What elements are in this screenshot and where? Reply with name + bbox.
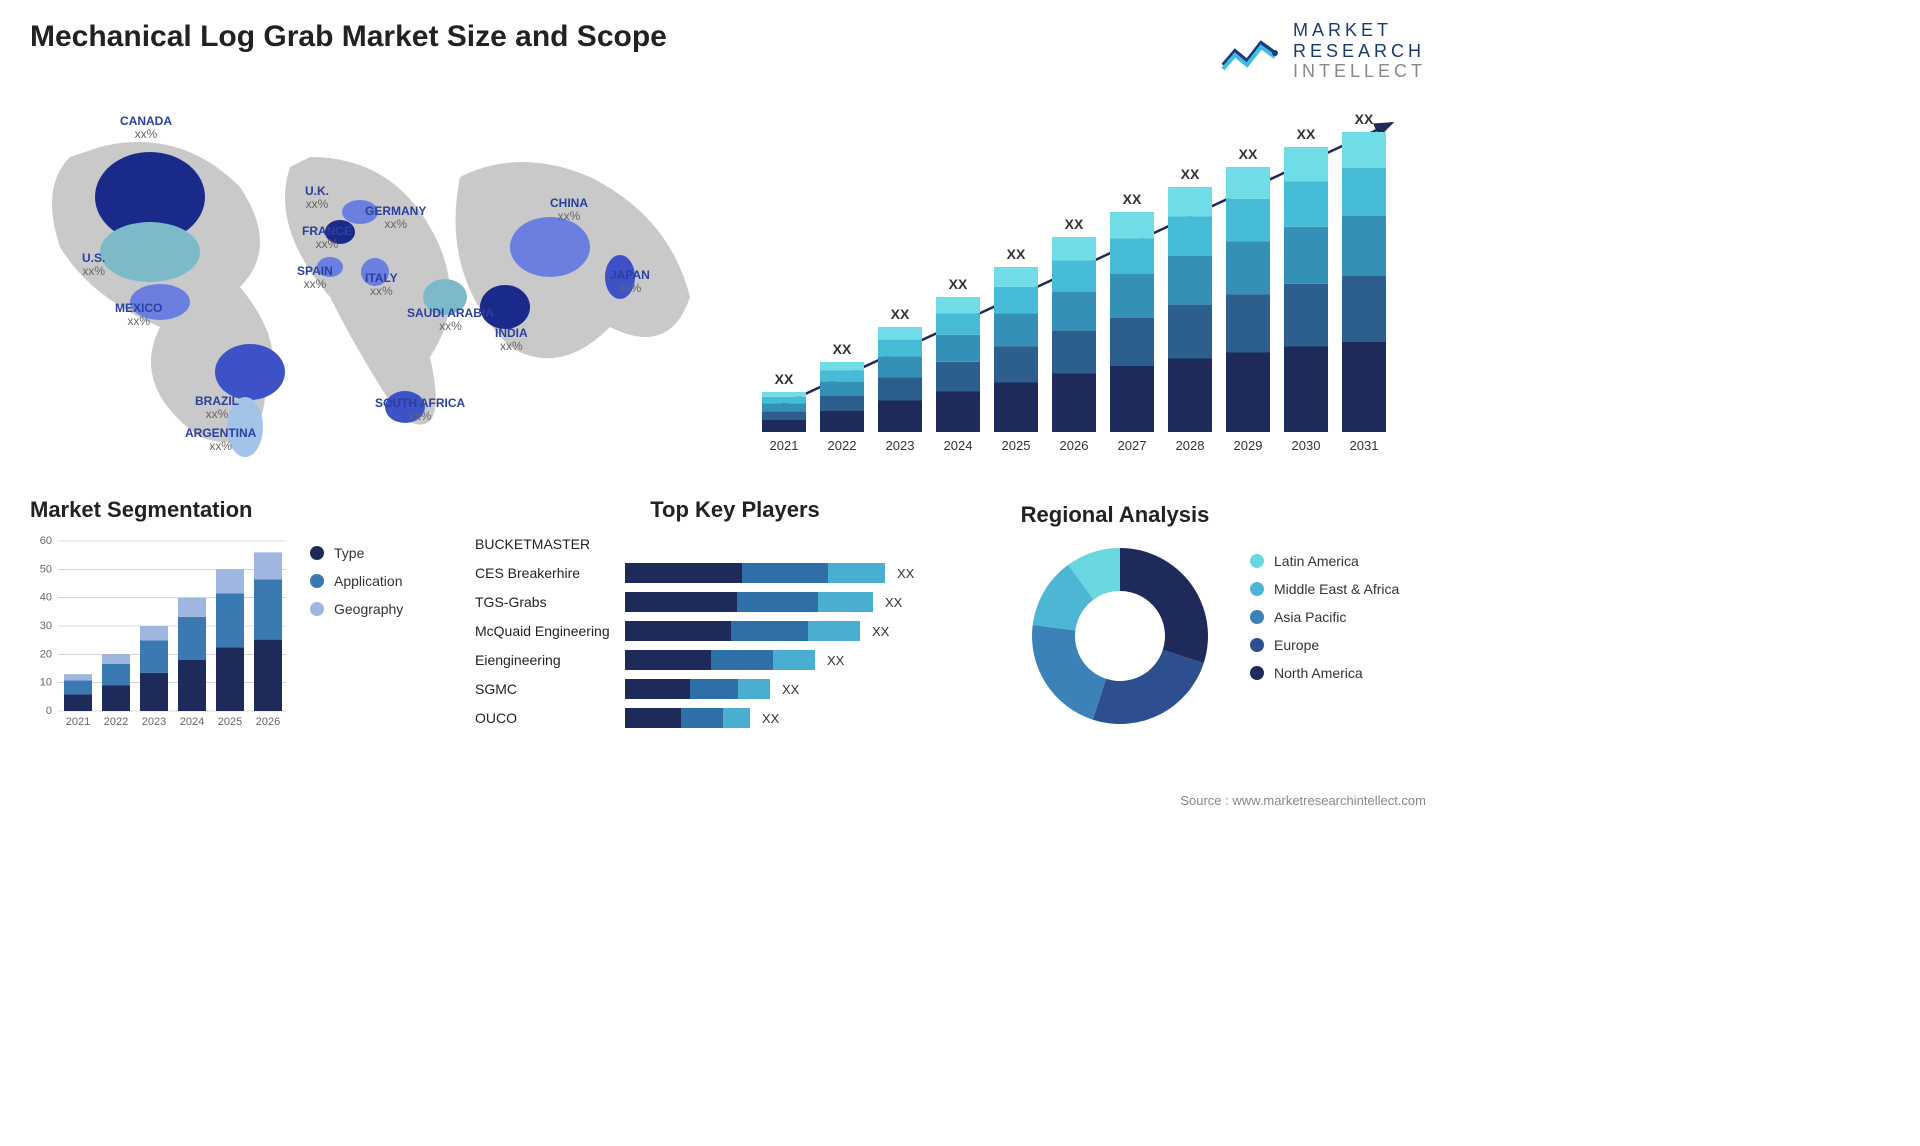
map-label-mexico: MEXICOxx% <box>115 302 162 328</box>
svg-text:10: 10 <box>40 677 52 689</box>
region-legend-item: Europe <box>1250 637 1399 653</box>
svg-text:XX: XX <box>1297 126 1316 142</box>
svg-text:2022: 2022 <box>104 716 128 728</box>
svg-text:2021: 2021 <box>66 716 90 728</box>
svg-text:20: 20 <box>40 648 52 660</box>
regional-donut <box>1020 536 1220 726</box>
seg-legend-geography: Geography <box>310 601 403 617</box>
svg-text:XX: XX <box>1239 146 1258 162</box>
svg-text:2021: 2021 <box>770 438 799 453</box>
svg-text:2024: 2024 <box>944 438 973 453</box>
svg-text:XX: XX <box>833 341 852 357</box>
svg-text:2025: 2025 <box>1002 438 1031 453</box>
svg-text:2026: 2026 <box>1060 438 1089 453</box>
region-legend-item: Asia Pacific <box>1250 609 1399 625</box>
region-legend-item: Middle East & Africa <box>1250 581 1399 597</box>
svg-text:30: 30 <box>40 620 52 632</box>
svg-text:2023: 2023 <box>886 438 915 453</box>
svg-text:XX: XX <box>1181 166 1200 182</box>
map-label-italy: ITALYxx% <box>365 272 398 298</box>
map-label-spain: SPAINxx% <box>297 265 333 291</box>
svg-text:2029: 2029 <box>1234 438 1263 453</box>
logo-line-1: MARKET <box>1293 20 1426 41</box>
region-legend-item: North America <box>1250 665 1399 681</box>
player-label: TGS-Grabs <box>475 594 625 610</box>
player-value: XX <box>885 595 902 610</box>
svg-text:40: 40 <box>40 592 52 604</box>
svg-text:2026: 2026 <box>256 716 280 728</box>
regional-title: Regional Analysis <box>1010 502 1220 528</box>
player-label: Eiengineering <box>475 652 625 668</box>
player-row: McQuaid Engineering XX <box>475 618 995 644</box>
segmentation-legend: Type Application Geography <box>310 545 403 736</box>
svg-text:2022: 2022 <box>828 438 857 453</box>
player-row: SGMC XX <box>475 676 995 702</box>
logo-icon <box>1219 29 1283 73</box>
map-label-canada: CANADAxx% <box>120 115 172 141</box>
trend-chart: XX 2021 XX 2022 XX 2023 XX 2024 XX 2025 XX 2026 XX 20… <box>740 97 1440 477</box>
map-label-germany: GERMANYxx% <box>365 205 426 231</box>
svg-text:2023: 2023 <box>142 716 166 728</box>
player-row: Eiengineering XX <box>475 647 995 673</box>
player-label: CES Breakerhire <box>475 565 625 581</box>
players-title: Top Key Players <box>475 497 995 523</box>
player-value: XX <box>897 566 914 581</box>
segmentation-title: Market Segmentation <box>30 497 290 523</box>
svg-text:2025: 2025 <box>218 716 242 728</box>
player-value: XX <box>762 711 779 726</box>
svg-text:2027: 2027 <box>1118 438 1147 453</box>
player-label: McQuaid Engineering <box>475 623 625 639</box>
player-row: OUCO XX <box>475 705 995 731</box>
svg-text:60: 60 <box>40 535 52 547</box>
player-label: SGMC <box>475 681 625 697</box>
segmentation-chart: 0 10 20 30 40 50 60 2021 2022 2023 2024 2025 2026 <box>30 531 290 731</box>
map-label-japan: JAPANxx% <box>610 269 650 295</box>
brand-logo: MARKET RESEARCH INTELLECT <box>1219 20 1426 82</box>
player-value: XX <box>872 624 889 639</box>
player-label: OUCO <box>475 710 625 726</box>
svg-text:XX: XX <box>1065 216 1084 232</box>
region-legend-item: Latin America <box>1250 553 1399 569</box>
map-label-southafrica: SOUTH AFRICAxx% <box>375 397 465 423</box>
svg-text:XX: XX <box>1355 111 1374 127</box>
player-row: CES Breakerhire XX <box>475 560 995 586</box>
svg-text:XX: XX <box>1123 191 1142 207</box>
player-label: BUCKETMASTER <box>475 536 625 552</box>
seg-legend-application: Application <box>310 573 403 589</box>
svg-text:50: 50 <box>40 563 52 575</box>
svg-text:XX: XX <box>949 276 968 292</box>
page-title: Mechanical Log Grab Market Size and Scop… <box>30 20 667 54</box>
svg-text:2031: 2031 <box>1350 438 1379 453</box>
svg-text:2024: 2024 <box>180 716 204 728</box>
svg-text:XX: XX <box>1007 246 1026 262</box>
players-chart: BUCKETMASTER CES Breakerhire XX TGS-Grabs XX… <box>475 531 995 731</box>
player-value: XX <box>827 653 844 668</box>
player-row: TGS-Grabs XX <box>475 589 995 615</box>
map-label-argentina: ARGENTINAxx% <box>185 427 256 453</box>
map-label-brazil: BRAZILxx% <box>195 395 239 421</box>
map-label-saudiarabia: SAUDI ARABIAxx% <box>407 307 494 333</box>
regional-legend: Latin America Middle East & Africa Asia Pa… <box>1250 553 1399 681</box>
world-map: CANADAxx% U.S.xx% MEXICOxx% BRAZILxx% ARGENT… <box>30 97 710 477</box>
map-label-china: CHINAxx% <box>550 197 588 223</box>
map-label-france: FRANCExx% <box>302 225 352 251</box>
map-label-uk: U.K.xx% <box>305 185 329 211</box>
map-label-india: INDIAxx% <box>495 327 528 353</box>
svg-text:XX: XX <box>775 371 794 387</box>
source-text: Source : www.marketresearchintellect.com <box>1180 793 1426 808</box>
svg-text:2030: 2030 <box>1292 438 1321 453</box>
map-label-us: U.S.xx% <box>82 252 105 278</box>
logo-line-2: RESEARCH <box>1293 41 1426 62</box>
svg-text:2028: 2028 <box>1176 438 1205 453</box>
player-value: XX <box>782 682 799 697</box>
svg-text:XX: XX <box>891 306 910 322</box>
svg-text:0: 0 <box>46 705 52 717</box>
logo-line-3: INTELLECT <box>1293 61 1426 82</box>
seg-legend-type: Type <box>310 545 403 561</box>
player-row: BUCKETMASTER <box>475 531 995 557</box>
